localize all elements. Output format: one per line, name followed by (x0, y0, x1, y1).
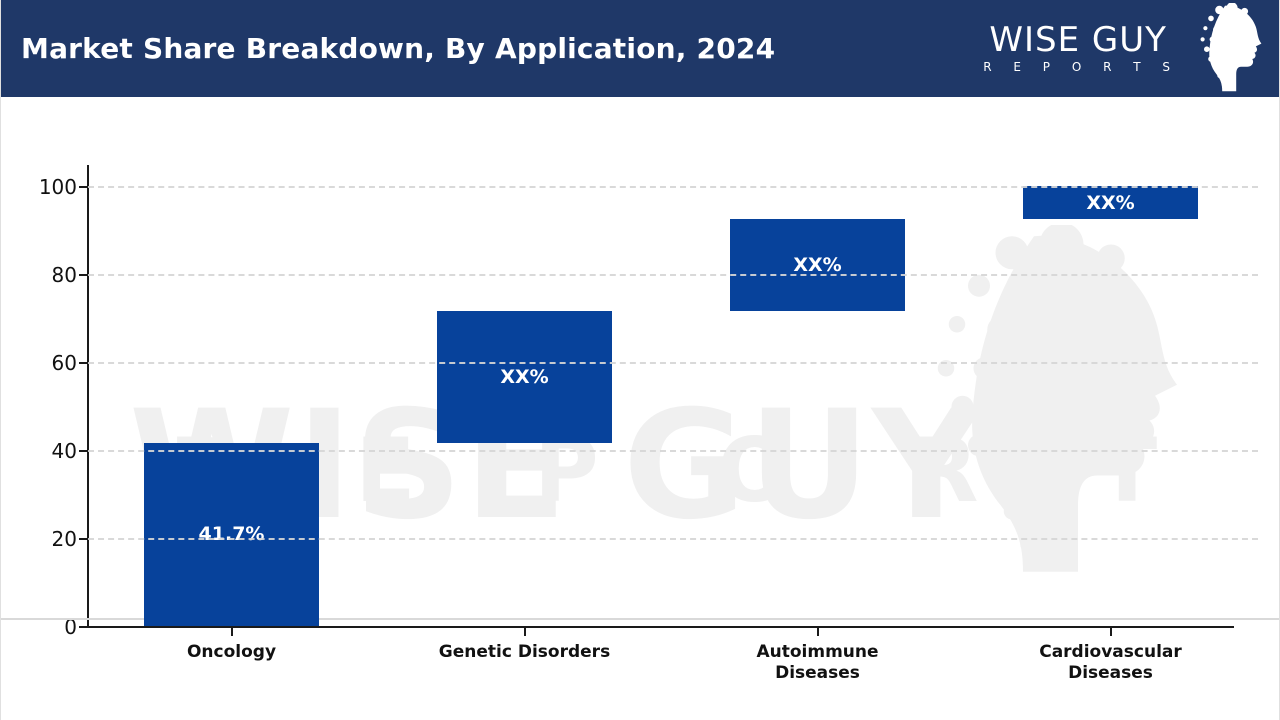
y-axis-tick (79, 362, 87, 364)
page-title: Market Share Breakdown, By Application, … (21, 32, 776, 65)
gridline (88, 450, 1258, 452)
bar-cardiovascular-diseases: XX% (1023, 186, 1198, 220)
y-axis-tick (79, 626, 87, 628)
gridline (88, 274, 1258, 276)
bottom-divider (1, 618, 1279, 620)
y-axis-tick-label: 100 (38, 175, 77, 199)
brand-subtitle: R E P O R T S (983, 60, 1179, 75)
gridline (88, 186, 1258, 188)
y-axis-tick (79, 186, 87, 188)
brand-logo: WISE GUY R E P O R T S (977, 3, 1267, 94)
brand-name: WISE GUY (989, 19, 1167, 60)
dotted-face-logo-icon (1200, 3, 1262, 92)
bar-oncology: 41.7% (144, 442, 319, 626)
y-axis-tick-label: 80 (51, 263, 77, 287)
x-axis-tick (816, 628, 819, 636)
x-axis-tick (230, 628, 233, 636)
x-axis-category-label: Genetic Disorders (438, 642, 611, 662)
x-axis-category-label: Oncology (186, 642, 277, 662)
y-axis-tick-label: 40 (51, 439, 77, 463)
bar-value-label: XX% (1086, 191, 1135, 214)
x-axis-tick (1109, 628, 1112, 636)
y-axis-tick-label: 20 (51, 527, 77, 551)
header-bar: Market Share Breakdown, By Application, … (1, 0, 1279, 97)
bar-value-label: XX% (793, 253, 842, 276)
y-axis-tick (79, 274, 87, 276)
bar-autoimmune-diseases: XX% (730, 219, 905, 311)
y-axis-tick (79, 538, 87, 540)
x-axis-category-label: Autoimmune Diseases (756, 642, 879, 683)
bar-value-label: 41.7% (198, 523, 265, 546)
bar-genetic-disorders: XX% (437, 310, 612, 443)
x-axis-category-label: Cardiovascular Diseases (1039, 642, 1182, 683)
x-axis-line (87, 626, 1234, 628)
y-axis-line (87, 165, 89, 628)
watermark-face-icon (937, 225, 1177, 572)
y-axis-tick (79, 450, 87, 452)
gridline (88, 362, 1258, 364)
waterfall-chart: WISE GUY R E P O R T S 0 20 40 60 80 100 41.7%… (1, 97, 1279, 715)
brand-logo-text: WISE GUY R E P O R T S (977, 19, 1179, 75)
bar-value-label: XX% (500, 365, 549, 388)
y-axis-tick-label: 0 (64, 615, 77, 639)
gridline (88, 538, 1258, 540)
y-axis-tick-label: 60 (51, 351, 77, 375)
x-axis-tick (523, 628, 526, 636)
